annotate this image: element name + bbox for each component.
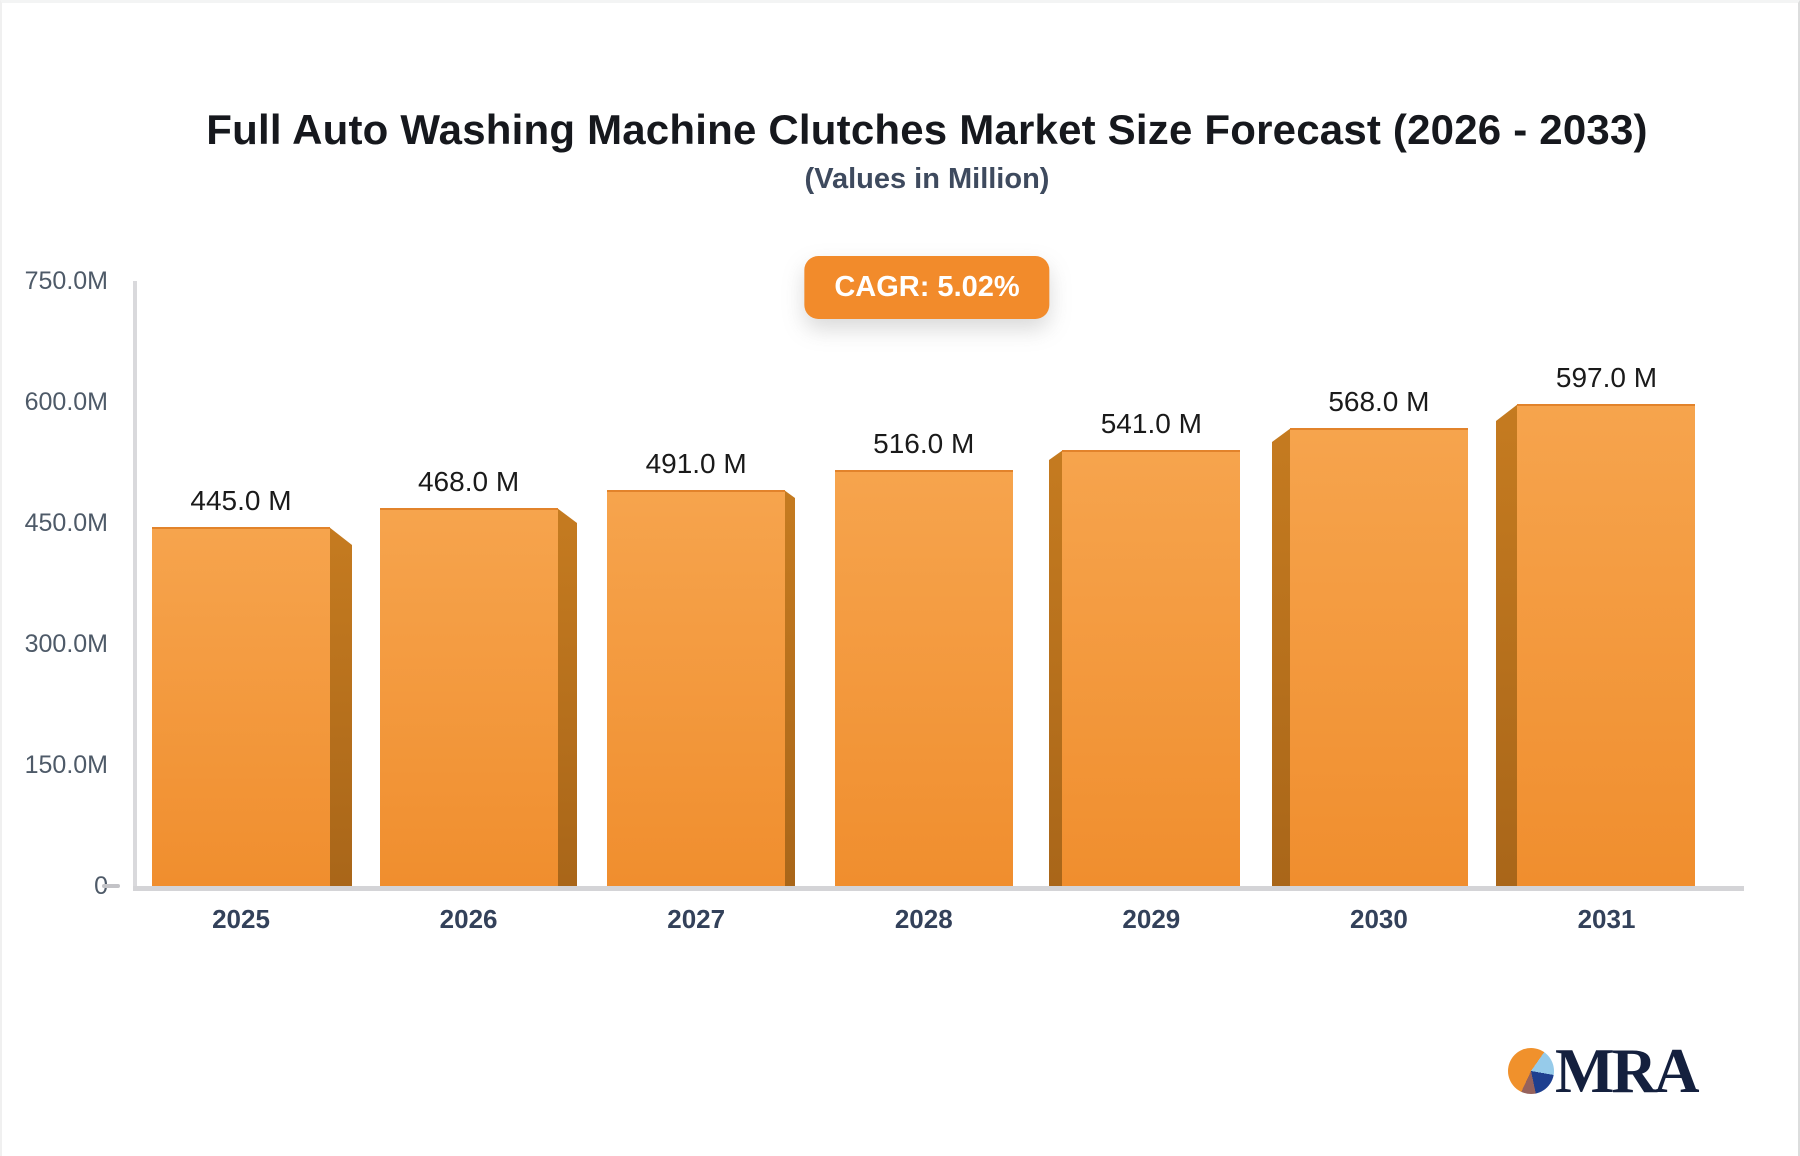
plot-area: 750.0M 600.0M 450.0M 300.0M 150.0M 0 445.0 M 20… bbox=[2, 3, 1798, 1156]
x-axis-label-2031: 2031 bbox=[1577, 904, 1636, 934]
x-axis-label-2026: 2026 bbox=[439, 904, 498, 934]
bar-side-face-2029 bbox=[1049, 450, 1063, 886]
x-axis-label-2029: 2029 bbox=[1122, 904, 1181, 934]
bar-2030[interactable] bbox=[1290, 428, 1468, 886]
cagr-badge: CAGR: 5.02% bbox=[804, 256, 1050, 319]
y-axis-label-600.0M: 600.0M bbox=[24, 388, 108, 416]
bar-value-label-2031: 597.0 M bbox=[1555, 362, 1658, 393]
bar-2025[interactable] bbox=[152, 527, 330, 886]
x-axis-label-2025: 2025 bbox=[212, 904, 270, 934]
cagr-badge-label: CAGR: 5.02% bbox=[834, 271, 1020, 303]
bar-value-label-2029: 541.0 M bbox=[1100, 408, 1202, 439]
chart-title: Full Auto Washing Machine Clutches Marke… bbox=[206, 106, 1648, 153]
bar-value-label-2028: 516.0 M bbox=[873, 428, 975, 459]
mra-logo: MRA bbox=[1508, 1036, 1699, 1106]
bar-side-face-2027 bbox=[784, 490, 795, 886]
y-axis-label-0: 0 bbox=[2, 871, 108, 901]
x-axis-line bbox=[133, 886, 1744, 891]
bar-side-face-2025 bbox=[329, 527, 352, 886]
bar-side-face-2030 bbox=[1272, 428, 1291, 886]
y-axis-label-450.0M: 450.0M bbox=[24, 509, 108, 537]
bar-2031[interactable] bbox=[1517, 404, 1695, 886]
bar-2029[interactable] bbox=[1062, 450, 1240, 886]
bar-value-label-2027: 491.0 M bbox=[645, 448, 747, 479]
x-axis-label-2028: 2028 bbox=[894, 904, 953, 934]
x-axis-label-2027: 2027 bbox=[667, 904, 726, 934]
chart-subtitle: (Values in Million) bbox=[804, 163, 1050, 195]
bar-value-label-2026: 468.0 M bbox=[417, 466, 520, 497]
bar-2028[interactable] bbox=[835, 470, 1013, 886]
y-axis-label-150.0M: 150.0M bbox=[24, 751, 108, 779]
pie-chart-icon bbox=[1508, 1048, 1554, 1094]
y-axis-label-750.0M: 750.0M bbox=[24, 267, 108, 295]
y-axis-label-300.0M: 300.0M bbox=[24, 630, 108, 658]
bar-value-label-2025: 445.0 M bbox=[190, 485, 292, 516]
bar-side-face-2026 bbox=[557, 508, 577, 886]
bar-side-face-2031 bbox=[1496, 404, 1518, 886]
bar-2026[interactable] bbox=[380, 508, 558, 886]
x-axis-label-2030: 2030 bbox=[1349, 904, 1408, 934]
y-axis-line bbox=[133, 281, 137, 891]
logo-text: MRA bbox=[1555, 1036, 1699, 1106]
zero-tick-mark bbox=[102, 884, 120, 888]
bar-value-label-2030: 568.0 M bbox=[1328, 386, 1430, 417]
bar-2027[interactable] bbox=[607, 490, 785, 886]
